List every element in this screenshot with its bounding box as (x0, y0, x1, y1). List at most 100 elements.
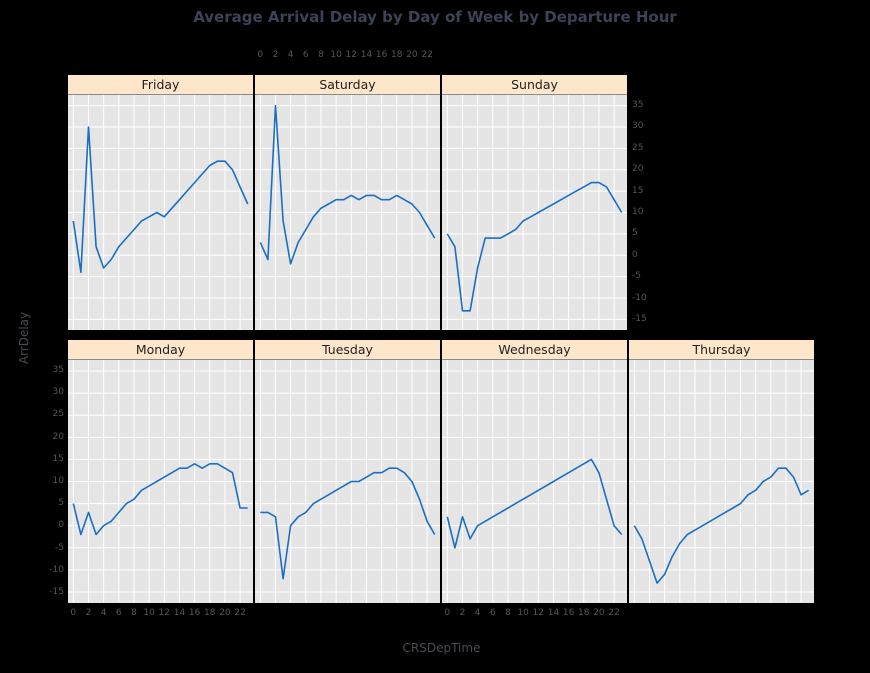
y-tick-label: 0 (632, 249, 638, 260)
panel-canvas (442, 360, 627, 603)
panel-saturday: Saturday (255, 75, 440, 330)
y-axis-ticks-left: 35 30 25 20 15 10 5 0 -5 -10 -15 (36, 359, 64, 603)
panel-strip: Sunday (442, 75, 627, 95)
series-line (260, 467, 436, 580)
x-axis-ticks-bottom-col3: 0 2 4 6 8 10 12 14 16 18 20 22 (442, 608, 627, 620)
x-tick-label: 0 (444, 608, 451, 618)
panel-strip: Tuesday (255, 340, 440, 360)
x-tick-label: 20 (219, 608, 231, 618)
x-tick-label: 14 (360, 50, 373, 60)
x-tick-label: 12 (158, 608, 171, 618)
panel-friday: Friday (68, 75, 253, 330)
panel-plot (255, 360, 440, 603)
x-tick-label: 18 (578, 608, 590, 618)
series-line (72, 463, 248, 536)
x-tick-label: 22 (421, 50, 433, 60)
x-tick-label: 16 (562, 608, 575, 618)
x-tick-label: 6 (115, 608, 122, 618)
panel-strip: Wednesday (442, 340, 627, 360)
y-tick-label: 10 (52, 476, 64, 486)
x-tick-label: 22 (608, 608, 620, 618)
strip-label: Monday (135, 342, 186, 357)
panel-plot (68, 95, 253, 330)
chart-title: Average Arrival Delay by Day of Week by … (193, 8, 677, 26)
x-tick-label: 10 (330, 50, 342, 60)
panel-monday: Monday (68, 340, 253, 603)
panel-plot (255, 95, 440, 330)
strip-label: Friday (141, 77, 180, 92)
y-tick-label: 30 (52, 387, 64, 398)
y-tick-label: 15 (632, 185, 644, 196)
y-axis-ticks-right: 35 30 25 20 15 10 5 0 -5 -10 -15 (632, 94, 660, 330)
series-line (446, 181, 623, 312)
strip-label: Saturday (319, 77, 376, 92)
x-tick-label: 16 (188, 608, 201, 618)
x-tick-label: 16 (375, 50, 388, 60)
panel-strip: Monday (68, 340, 253, 360)
x-tick-label: 8 (505, 608, 511, 618)
x-tick-label: 12 (532, 608, 545, 618)
panel-sunday: Sunday (442, 75, 627, 330)
x-tick-label: 0 (257, 50, 264, 60)
x-tick-label: 18 (391, 50, 403, 60)
x-tick-label: 0 (70, 608, 77, 618)
x-tick-label: 20 (406, 50, 418, 60)
x-axis-label: CRSDepTime (402, 641, 481, 655)
y-tick-label: 20 (52, 431, 64, 442)
panel-canvas (442, 95, 627, 330)
x-tick-label: 4 (100, 608, 107, 618)
panel-plot (629, 360, 814, 603)
y-tick-label: 30 (632, 121, 644, 132)
strip-label: Thursday (692, 342, 751, 357)
panel-thursday: Thursday (629, 340, 814, 603)
panel-canvas (68, 95, 253, 330)
x-tick-label: 8 (131, 608, 137, 618)
panel-plot (442, 360, 627, 603)
y-tick-label: -5 (55, 542, 64, 553)
x-tick-label: 18 (204, 608, 216, 618)
x-tick-label: 10 (517, 608, 529, 618)
panel-plot (68, 360, 253, 603)
x-tick-label: 2 (272, 50, 279, 60)
x-tick-label: 6 (302, 50, 309, 60)
y-tick-label: 0 (58, 520, 64, 531)
panel-tuesday: Tuesday (255, 340, 440, 603)
x-axis-ticks-top: 0 2 4 6 8 10 12 14 16 18 20 22 (255, 50, 440, 62)
y-tick-label: -5 (632, 271, 641, 282)
y-tick-label: 35 (52, 365, 64, 376)
series-line (259, 104, 436, 265)
x-tick-label: 6 (489, 608, 496, 618)
y-tick-label: 25 (632, 142, 644, 153)
x-tick-label: 2 (459, 608, 466, 618)
x-tick-label: 12 (345, 50, 358, 60)
x-tick-label: 22 (234, 608, 246, 618)
x-tick-label: 20 (593, 608, 605, 618)
y-tick-label: -10 (632, 292, 647, 303)
y-tick-label: -10 (49, 564, 64, 575)
y-tick-label: 5 (58, 498, 64, 509)
x-tick-label: 2 (85, 608, 92, 618)
panel-canvas (629, 360, 814, 603)
y-tick-label: -15 (632, 314, 647, 325)
x-axis-ticks-bottom-col1: 0 2 4 6 8 10 12 14 16 18 20 22 (68, 608, 253, 620)
x-tick-label: 10 (143, 608, 155, 618)
y-tick-label: -15 (49, 586, 64, 597)
strip-label: Tuesday (322, 342, 373, 357)
strip-label: Sunday (511, 77, 558, 92)
panel-wednesday: Wednesday (442, 340, 627, 603)
panel-canvas (255, 360, 440, 603)
y-axis-label: ArrDelay (17, 311, 31, 365)
panel-strip: Thursday (629, 340, 814, 360)
x-tick-label: 8 (318, 50, 324, 60)
x-tick-label: 4 (474, 608, 481, 618)
panel-canvas (255, 95, 440, 330)
y-tick-label: 20 (632, 164, 644, 175)
y-tick-label: 25 (52, 409, 64, 420)
y-tick-label: 35 (632, 99, 644, 110)
panel-canvas (68, 360, 253, 603)
x-tick-label: 4 (287, 50, 294, 60)
y-tick-label: 5 (632, 228, 638, 239)
x-tick-label: 14 (173, 608, 186, 618)
y-tick-label: 10 (632, 207, 644, 217)
